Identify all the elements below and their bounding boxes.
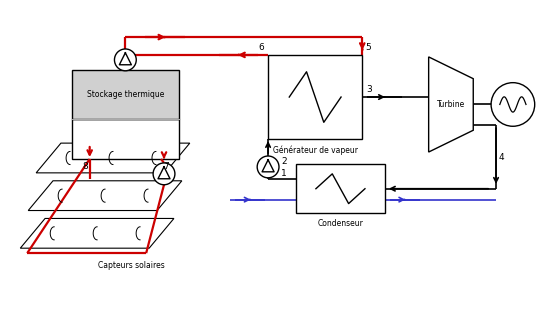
- Text: Turbine: Turbine: [437, 100, 465, 109]
- Text: 4: 4: [499, 153, 504, 161]
- Circle shape: [114, 49, 137, 71]
- Text: Stockage thermique: Stockage thermique: [87, 90, 164, 99]
- Text: 2: 2: [281, 157, 286, 166]
- Bar: [72, 119, 179, 159]
- Text: Capteurs solaires: Capteurs solaires: [98, 261, 165, 270]
- Polygon shape: [36, 143, 190, 173]
- Text: 1: 1: [281, 169, 287, 178]
- Text: 6: 6: [259, 43, 264, 52]
- Bar: [72, 70, 179, 119]
- Text: 5: 5: [365, 43, 371, 52]
- Text: 3: 3: [366, 85, 372, 94]
- Circle shape: [257, 156, 279, 178]
- Text: Générateur de vapeur: Générateur de vapeur: [273, 145, 357, 154]
- Bar: [296, 164, 385, 214]
- Text: Condenseur: Condenseur: [317, 219, 364, 229]
- Circle shape: [153, 163, 175, 185]
- Text: 8: 8: [82, 162, 88, 171]
- Circle shape: [491, 83, 534, 126]
- Polygon shape: [28, 181, 182, 210]
- Text: 7: 7: [163, 162, 169, 171]
- Polygon shape: [21, 219, 174, 248]
- Polygon shape: [428, 57, 473, 152]
- Bar: [268, 55, 362, 139]
